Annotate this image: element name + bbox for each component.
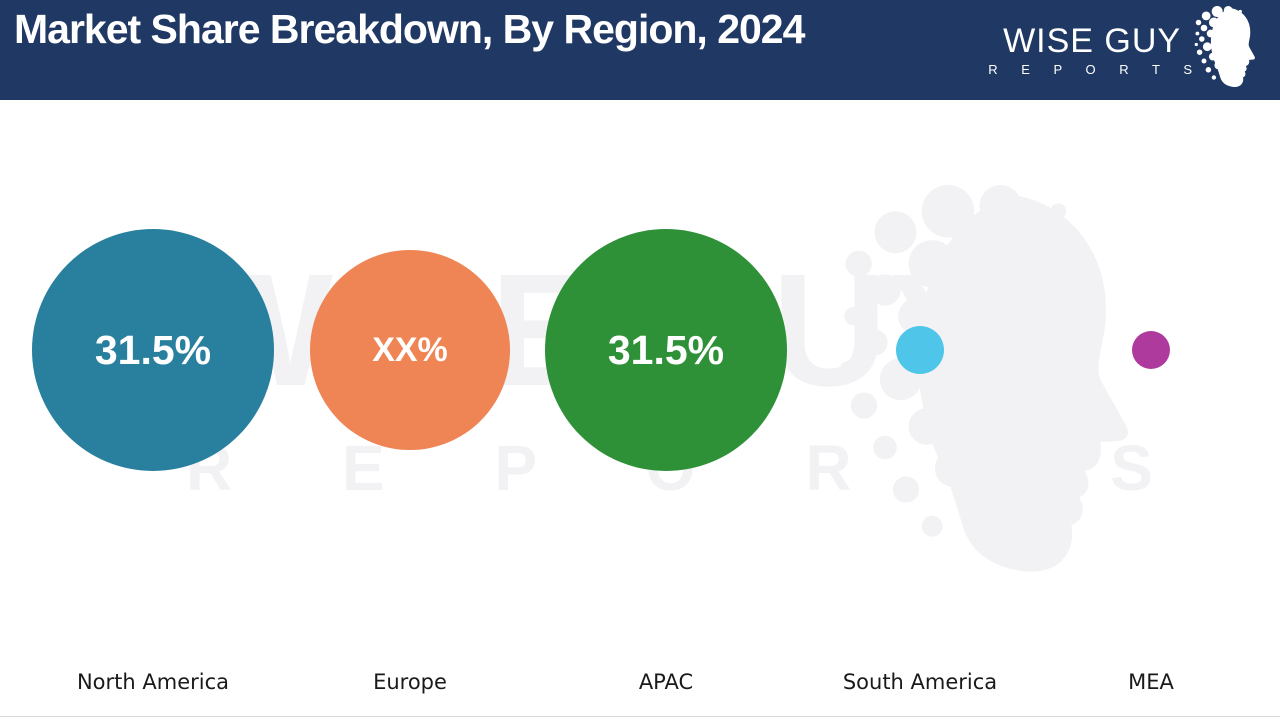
- bubble-south-america: [896, 326, 944, 374]
- region-label-europe: Europe: [373, 670, 447, 694]
- bottom-divider: [0, 716, 1280, 717]
- region-label-north-america: North America: [76, 670, 230, 694]
- region-label-apac: APAC: [638, 670, 694, 694]
- bubble-value-label-apac: 31.5%: [607, 326, 725, 373]
- region-label-south-america: South America: [842, 670, 998, 694]
- region-label-mea: MEA: [1128, 670, 1174, 694]
- header-bar: Market Share Breakdown, By Region, 2024 …: [0, 0, 1280, 100]
- bubble-value-label-north-america: 31.5%: [94, 326, 212, 373]
- logo-brand-name: WISE GUY: [1003, 21, 1182, 60]
- bubble-europe: XX%: [310, 250, 510, 450]
- watermark-head-icon: [840, 185, 1128, 572]
- bubble-apac: 31.5%: [545, 229, 787, 471]
- bubble-north-america: 31.5%: [32, 229, 274, 471]
- logo-reports-label: R E P O R T S: [988, 61, 1202, 77]
- bubble-mea: [1132, 331, 1170, 369]
- wise-guy-head-icon: [1194, 6, 1255, 88]
- wise-guy-logo-text: WISE GUY R E P O R T S: [982, 24, 1202, 77]
- wise-guy-logo: WISE GUY R E P O R T S: [982, 0, 1266, 100]
- page-title: Market Share Breakdown, By Region, 2024: [14, 6, 805, 52]
- bubble-value-label-europe: XX%: [372, 330, 448, 369]
